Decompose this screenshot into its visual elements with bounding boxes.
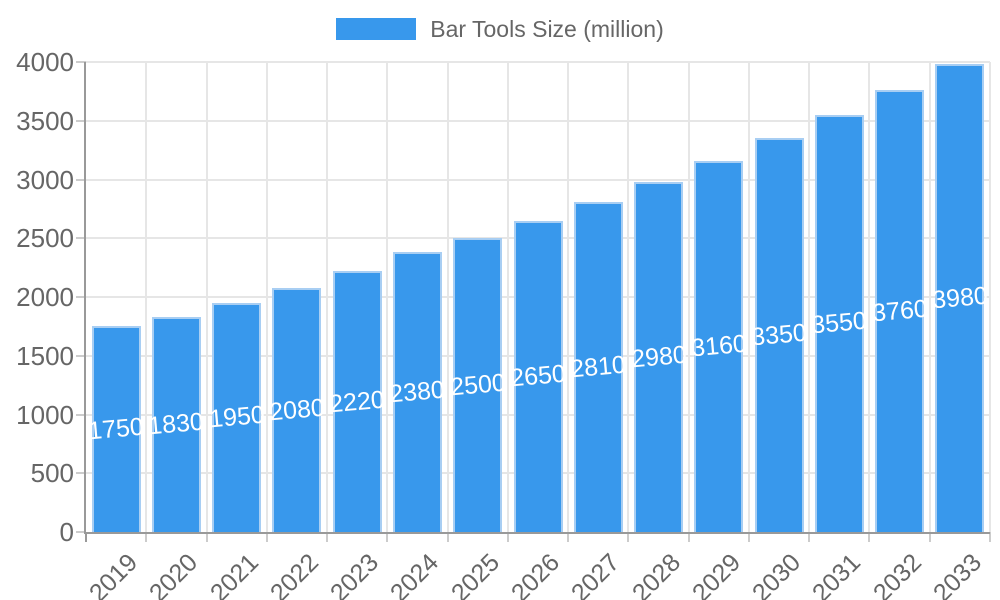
x-axis-tick-label: 2025 xyxy=(445,548,505,600)
v-gridline xyxy=(989,62,991,532)
legend-swatch-icon xyxy=(336,18,417,40)
x-axis-tick-mark xyxy=(567,532,570,542)
h-gridline xyxy=(86,178,990,181)
v-gridline xyxy=(868,62,871,532)
x-axis-tick-label: 2030 xyxy=(747,548,807,600)
y-axis-tick-mark xyxy=(76,531,86,533)
bar[interactable] xyxy=(212,302,262,532)
x-axis-tick-mark xyxy=(627,532,630,542)
legend: Bar Tools Size (million) xyxy=(0,16,1000,42)
y-axis-tick-mark xyxy=(76,237,86,240)
y-axis-tick-label: 2000 xyxy=(16,282,74,312)
bar[interactable] xyxy=(754,138,804,532)
v-gridline xyxy=(506,62,509,532)
v-gridline xyxy=(567,62,570,532)
x-axis-tick-mark xyxy=(989,532,991,542)
x-axis-tick-label: 2033 xyxy=(927,548,987,600)
y-axis-tick-mark xyxy=(76,472,86,475)
x-axis-tick-label: 2027 xyxy=(566,548,626,600)
y-axis-tick-label: 1500 xyxy=(16,340,74,371)
v-gridline xyxy=(145,62,148,532)
y-axis-tick-label: 2500 xyxy=(16,223,74,254)
x-axis-tick-mark xyxy=(506,532,509,542)
v-gridline xyxy=(265,62,268,532)
x-axis-tick-label: 2020 xyxy=(144,548,204,600)
x-axis-tick-mark xyxy=(85,532,87,542)
bar[interactable] xyxy=(453,238,503,532)
bar[interactable] xyxy=(694,160,744,532)
y-axis-tick-label: 3500 xyxy=(16,105,74,136)
bar[interactable] xyxy=(151,316,201,532)
legend-label: Bar Tools Size (million) xyxy=(430,16,664,42)
x-axis-tick-label: 2028 xyxy=(626,548,686,600)
x-axis-tick-mark xyxy=(386,532,389,542)
y-axis-tick-label: 4000 xyxy=(16,47,74,77)
x-axis-tick-label: 2021 xyxy=(204,548,264,600)
y-axis-tick-mark xyxy=(76,296,86,298)
x-axis-tick-label: 2024 xyxy=(385,548,445,600)
y-axis-tick-mark xyxy=(76,413,86,416)
x-axis-tick-label: 2031 xyxy=(807,548,867,600)
y-axis-tick-label: 1000 xyxy=(16,399,74,430)
x-axis-line xyxy=(84,532,990,534)
h-gridline xyxy=(86,119,990,122)
y-axis-line xyxy=(84,62,86,532)
x-axis-tick-label: 2032 xyxy=(867,548,927,600)
y-axis-tick-mark xyxy=(76,354,86,357)
bar[interactable] xyxy=(875,90,925,532)
x-axis-tick-mark xyxy=(928,532,931,542)
x-axis-tick-label: 2022 xyxy=(264,548,325,600)
x-axis-tick-label: 2029 xyxy=(686,548,746,600)
x-axis-tick-mark xyxy=(145,532,148,542)
x-axis-tick-mark xyxy=(265,532,268,542)
bar[interactable] xyxy=(814,114,864,532)
v-gridline xyxy=(687,62,690,532)
y-axis-tick-mark xyxy=(76,119,86,122)
x-axis-tick-mark xyxy=(747,532,750,542)
bar[interactable] xyxy=(272,287,322,532)
v-gridline xyxy=(446,62,449,532)
y-axis-tick-label: 500 xyxy=(30,458,74,489)
x-axis-tick-mark xyxy=(446,532,449,542)
x-axis-tick-mark xyxy=(808,532,811,542)
v-gridline xyxy=(808,62,811,532)
v-gridline xyxy=(747,62,750,532)
bar-value-label: 3980 xyxy=(930,281,989,315)
x-axis-tick-mark xyxy=(205,532,208,542)
x-axis-tick-mark xyxy=(687,532,690,542)
bar[interactable] xyxy=(634,181,684,532)
bar[interactable] xyxy=(935,64,985,532)
x-axis-tick-mark xyxy=(868,532,871,542)
legend-item[interactable]: Bar Tools Size (million) xyxy=(336,16,664,42)
h-gridline xyxy=(86,61,990,63)
y-axis-tick-label: 0 xyxy=(59,517,74,547)
y-axis-tick-mark xyxy=(76,61,86,63)
bar[interactable] xyxy=(513,220,563,532)
y-axis-tick-mark xyxy=(76,178,86,181)
v-gridline xyxy=(928,62,931,532)
x-axis-tick-mark xyxy=(326,532,329,542)
y-axis-tick-label: 3000 xyxy=(16,164,74,195)
v-gridline xyxy=(627,62,630,532)
bar[interactable] xyxy=(573,201,623,532)
x-axis-tick-label: 2026 xyxy=(505,548,566,600)
bar[interactable] xyxy=(91,326,141,532)
x-axis-tick-label: 2023 xyxy=(325,548,385,600)
bar[interactable] xyxy=(332,271,382,532)
v-gridline xyxy=(386,62,389,532)
v-gridline xyxy=(326,62,329,532)
x-axis-tick-label: 2019 xyxy=(84,548,144,600)
v-gridline xyxy=(205,62,208,532)
bar[interactable] xyxy=(392,252,442,532)
